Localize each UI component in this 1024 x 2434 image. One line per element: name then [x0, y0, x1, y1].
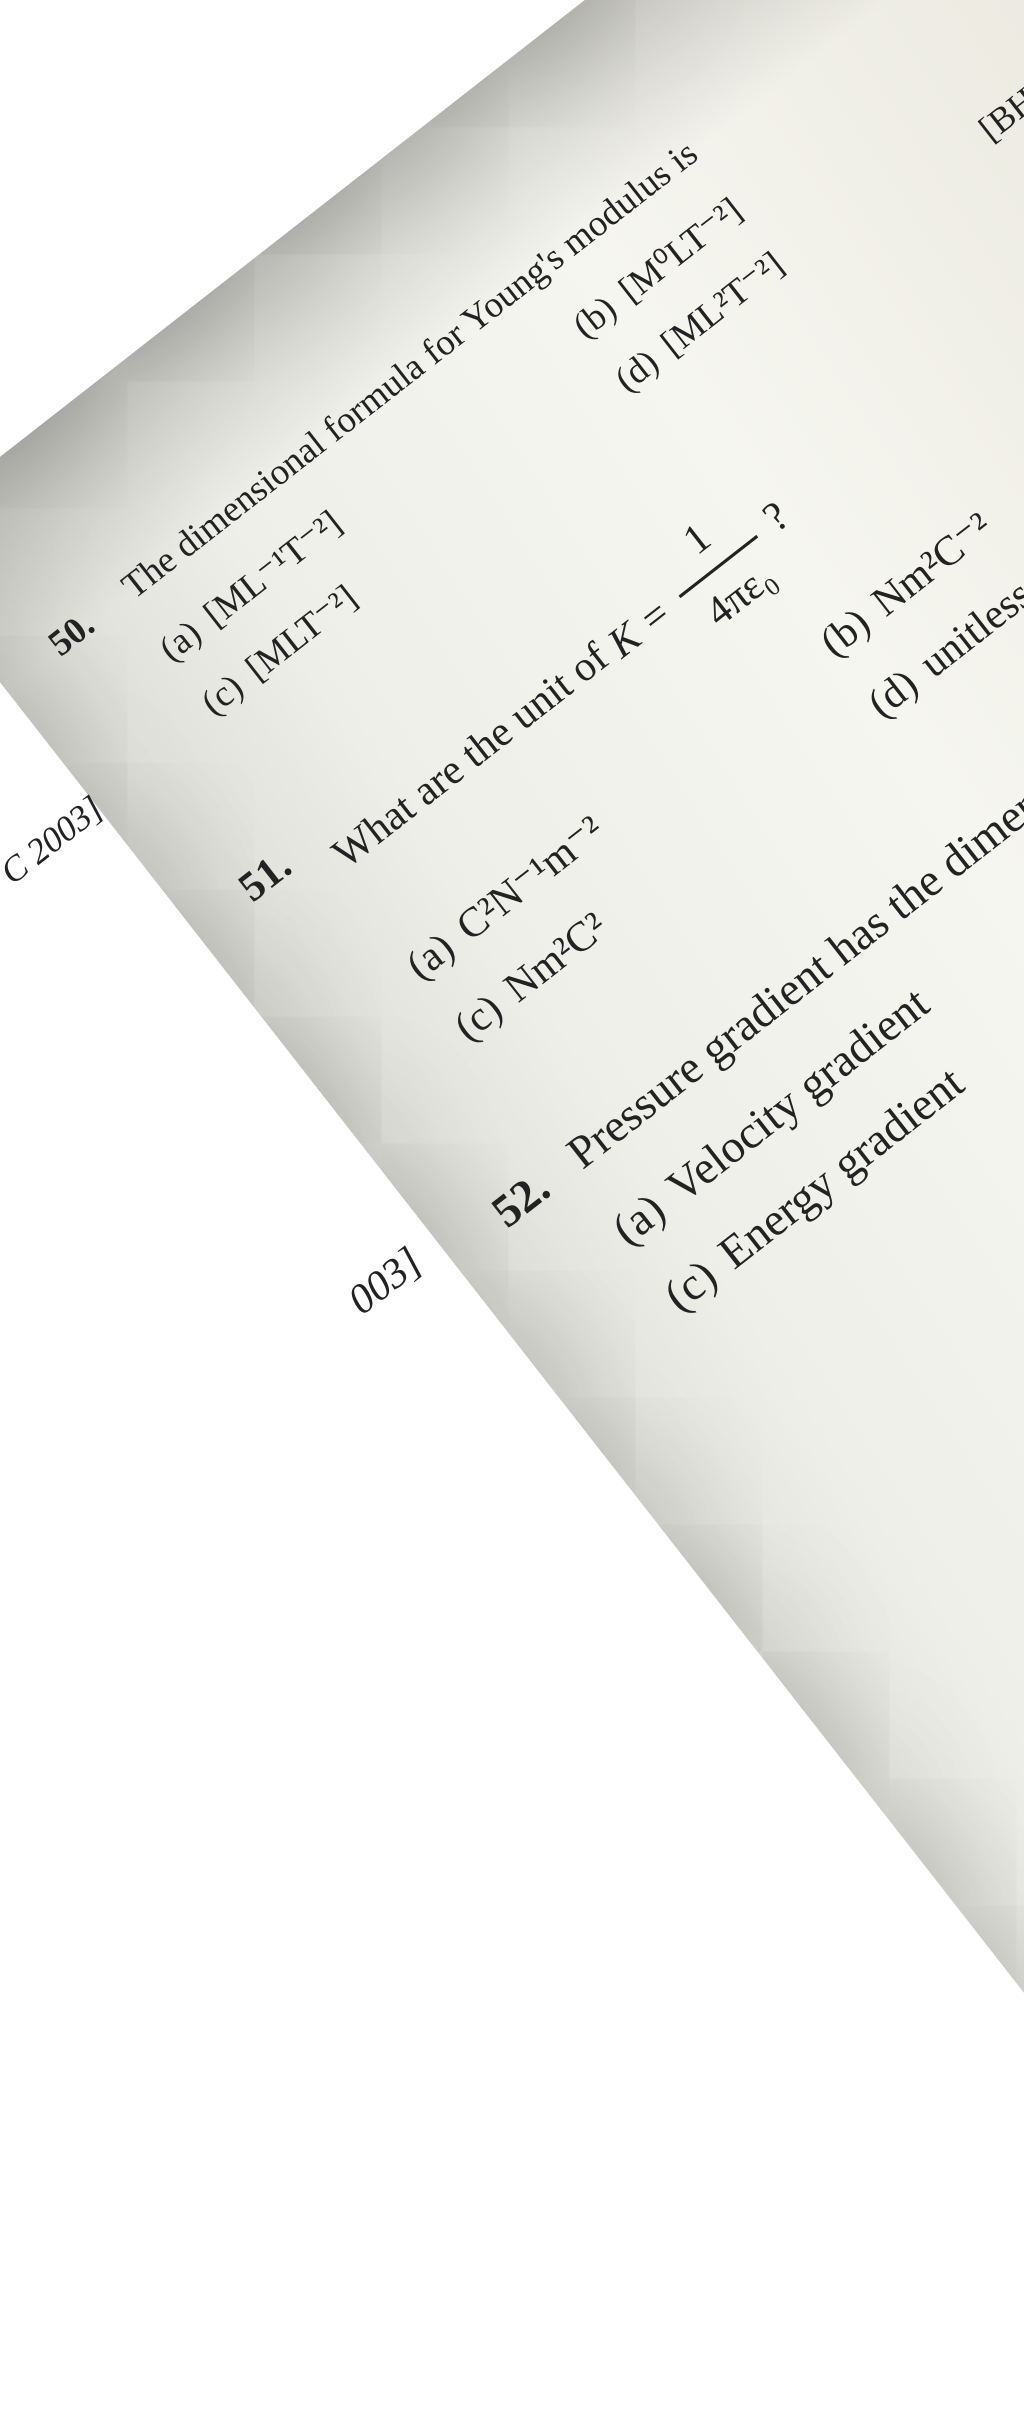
margin-003: 003] [338, 1237, 431, 1325]
option-label: (c) [654, 1249, 726, 1321]
page: C 2003] 003] [AIEEE 2006] 59. Whi (a) (c… [0, 0, 1024, 2363]
option-label: (c) [445, 984, 511, 1050]
q51-stem-post: ? [754, 492, 798, 541]
q51-number: 51. [225, 816, 330, 917]
option-label: (a) [397, 923, 463, 989]
option-label: (c) [193, 665, 250, 722]
option-label: (a) [151, 612, 208, 669]
option-label: (a) [603, 1183, 675, 1255]
margin-c2003: C 2003] [0, 789, 111, 893]
